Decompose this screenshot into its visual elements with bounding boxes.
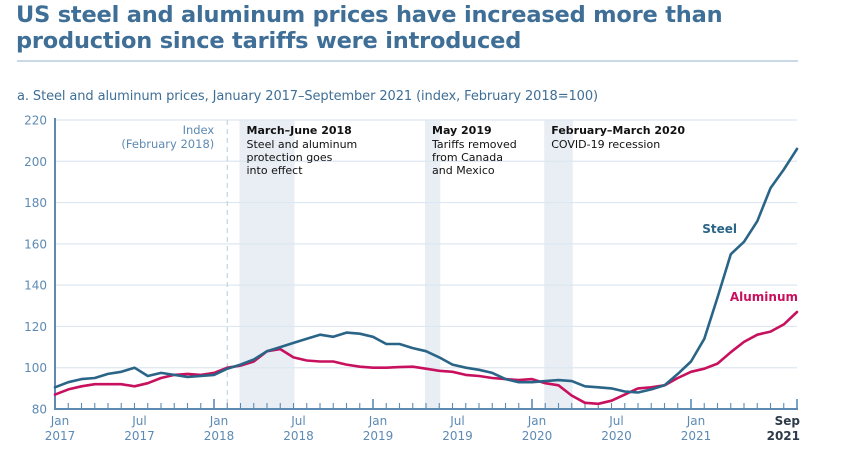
- annotation-text-2-1: Tariffs removed: [431, 138, 517, 151]
- x-tick-label-year: 2018: [283, 429, 314, 443]
- x-tick-label-month: Jan: [686, 414, 706, 428]
- x-tick-label-month: Jan: [50, 414, 70, 428]
- shaded-period-3: [544, 120, 573, 409]
- y-tick-label-220: 220: [24, 114, 47, 128]
- y-tick-label-80: 80: [32, 403, 47, 417]
- x-tick-label-year: 2020: [522, 429, 553, 443]
- title-divider: [17, 60, 798, 62]
- y-tick-label-200: 200: [24, 155, 47, 169]
- x-tick-label-year: 2019: [363, 429, 394, 443]
- x-tick-label-month: Jan: [209, 414, 229, 428]
- index-label-line-2: (February 2018): [121, 137, 214, 151]
- series-line-steel: [53, 147, 799, 394]
- annotation-text-1-1: Steel and aluminum: [247, 138, 358, 151]
- x-tick-label-year: 2018: [204, 429, 235, 443]
- series-label-steel: Steel: [702, 222, 737, 236]
- x-tick-label-month: Jul: [290, 414, 305, 428]
- y-tick-label-120: 120: [24, 320, 47, 334]
- reference-line-group: Index(February 2018): [121, 120, 228, 409]
- annotation-text-1-2: protection goes: [247, 151, 333, 164]
- series-lines: [53, 147, 799, 406]
- x-tick-label-month: Jul: [449, 414, 464, 428]
- chart-main-title: US steel and aluminum prices have increa…: [16, 2, 816, 54]
- annotation-title-2: May 2019: [432, 124, 492, 137]
- annotation-text-2-3: and Mexico: [432, 164, 495, 177]
- series-label-aluminum: Aluminum: [730, 290, 798, 304]
- shaded-period-2: [425, 120, 441, 409]
- annotation-text-3-1: COVID-19 recession: [551, 138, 660, 151]
- chart-subtitle: a. Steel and aluminum prices, January 20…: [17, 89, 598, 104]
- annotation-title-1: March–June 2018: [247, 124, 352, 137]
- x-tick-label-month: Jan: [527, 414, 547, 428]
- x-tick-label-year: 2021: [681, 429, 712, 443]
- x-tick-label-month: Jul: [131, 414, 146, 428]
- y-axis: 80 100 120 140 160 180 200 220: [24, 114, 56, 417]
- y-tick-label-140: 140: [24, 279, 47, 293]
- x-tick-label-year: 2020: [601, 429, 632, 443]
- annotation-title-3: February–March 2020: [551, 124, 685, 137]
- series-labels: Steel Aluminum: [702, 222, 798, 304]
- index-label-line-1: Index: [183, 123, 215, 137]
- x-tick-label-month: Sep: [775, 414, 801, 428]
- x-axis: Jan2017Jul2017Jan2018Jul2018Jan2019Jul20…: [45, 399, 801, 443]
- y-tick-label-160: 160: [24, 237, 47, 251]
- title-line-2: production since tariffs were introduced: [16, 28, 522, 54]
- x-tick-label-month: Jan: [368, 414, 388, 428]
- x-tick-label-month: Jul: [608, 414, 623, 428]
- y-tick-label-100: 100: [24, 361, 47, 375]
- x-tick-label-year: 2019: [442, 429, 473, 443]
- annotation-text-1-3: into effect: [247, 164, 304, 177]
- y-tick-label-180: 180: [24, 196, 47, 210]
- x-tick-label-year: 2021: [767, 429, 800, 443]
- x-tick-label-year: 2017: [124, 429, 155, 443]
- title-line-1: US steel and aluminum prices have increa…: [16, 2, 723, 28]
- x-tick-label-year: 2017: [45, 429, 76, 443]
- annotation-text-2-2: from Canada: [432, 151, 503, 164]
